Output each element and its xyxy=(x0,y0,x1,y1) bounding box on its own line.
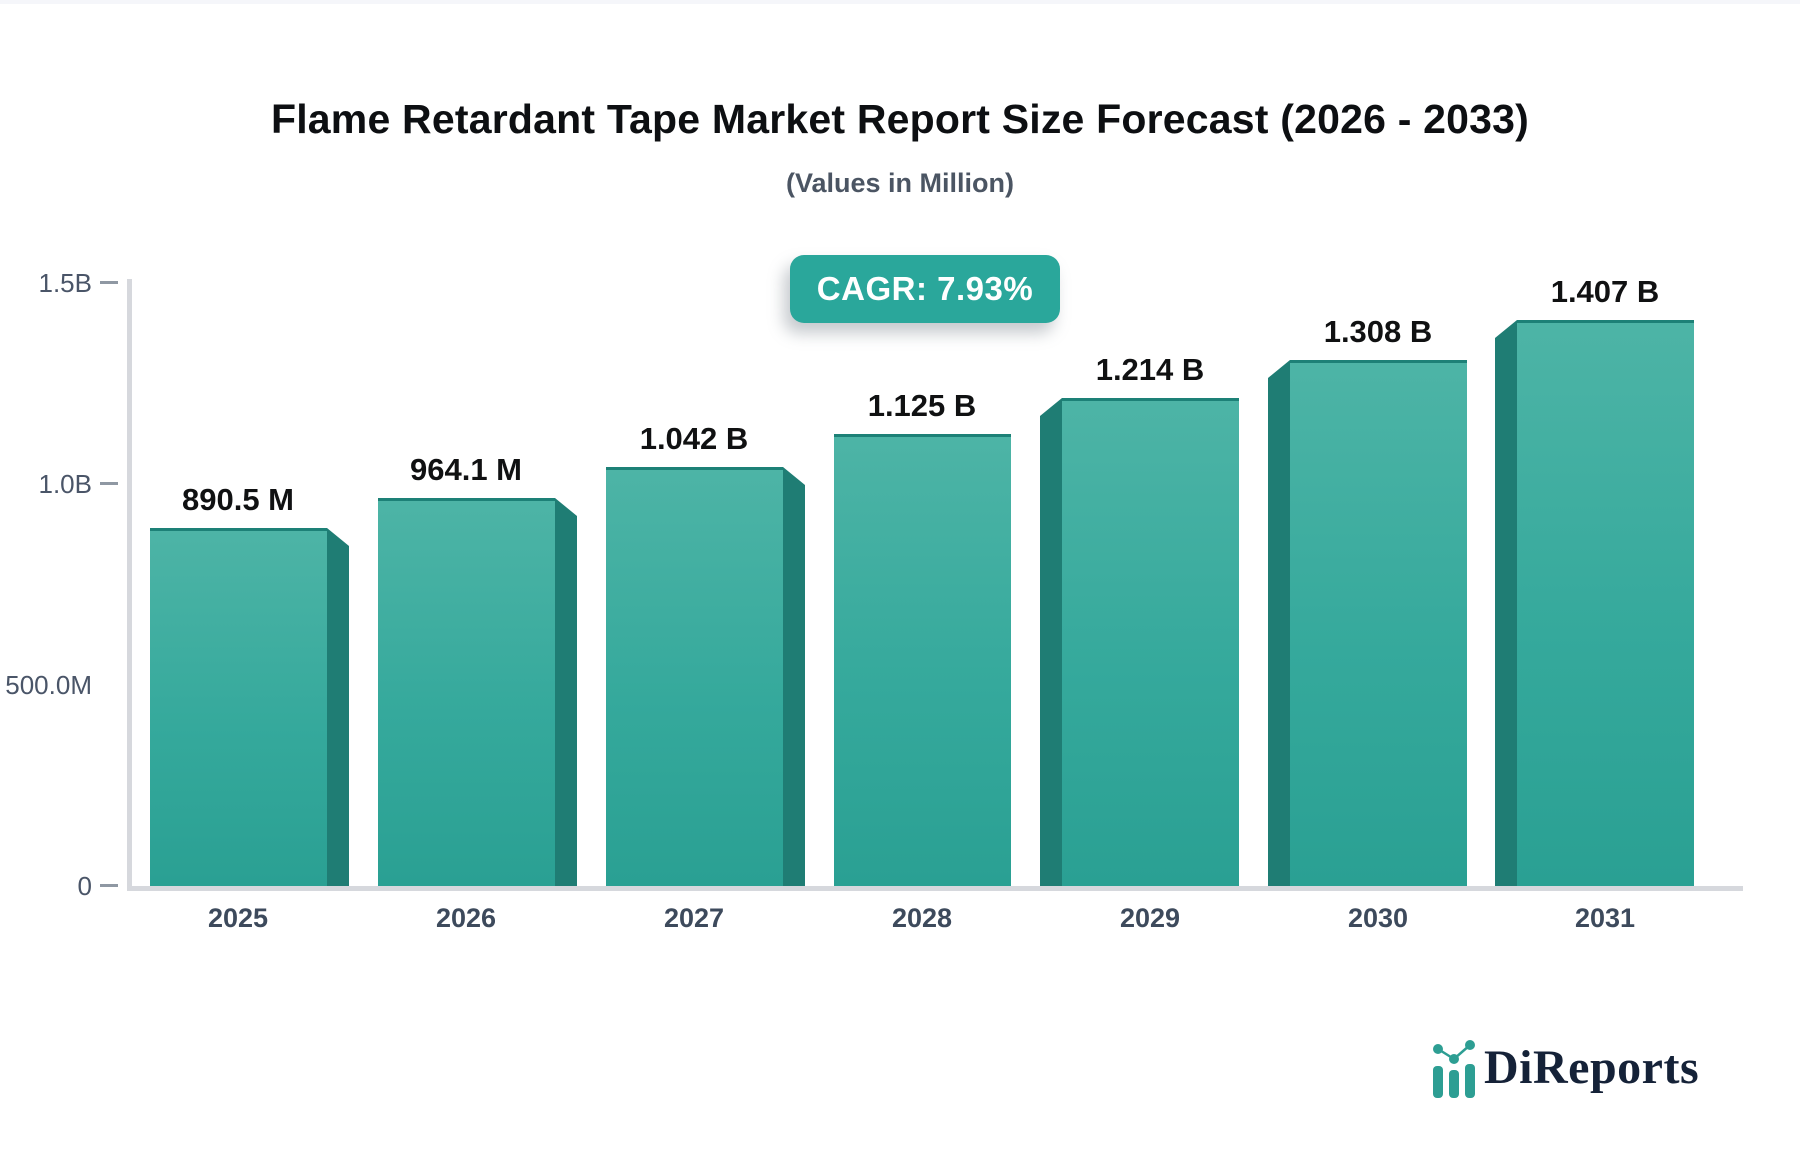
bar-2026 xyxy=(378,498,555,886)
bar-3d-side xyxy=(1495,320,1517,886)
bar-2029 xyxy=(1062,398,1239,886)
y-tick-dash xyxy=(100,884,118,887)
bar-2028 xyxy=(834,434,1011,886)
x-axis-label: 2031 xyxy=(1574,903,1636,933)
x-axis-label: 2027 xyxy=(663,903,725,933)
bar-value-label: 1.042 B xyxy=(639,421,749,456)
page-top-strip xyxy=(0,0,1800,4)
bar-2031 xyxy=(1517,320,1694,886)
x-axis-label: 2030 xyxy=(1347,903,1409,933)
y-axis-label: 1.5B xyxy=(38,268,93,298)
bar-value-label: 1.125 B xyxy=(867,388,977,423)
page-title: Flame Retardant Tape Market Report Size … xyxy=(270,96,1530,142)
y-axis-line xyxy=(127,279,132,891)
page-subtitle: (Values in Million) xyxy=(785,168,1015,198)
bar-2025 xyxy=(150,528,327,886)
y-axis-label: 1.0B xyxy=(38,469,93,499)
y-axis-label: 500.0M xyxy=(5,670,92,700)
x-axis-label: 2025 xyxy=(207,903,269,933)
bar-value-label: 890.5 M xyxy=(181,482,294,517)
bar-3d-side xyxy=(327,528,349,886)
bar-value-label: 1.407 B xyxy=(1550,274,1660,309)
brand-logo: DiReports xyxy=(1430,1036,1699,1098)
y-axis-label: 0 xyxy=(77,871,92,901)
bar-3d-side xyxy=(783,467,805,886)
bar-2027 xyxy=(606,467,783,886)
bar-3d-side xyxy=(555,498,577,886)
x-axis-label: 2028 xyxy=(891,903,953,933)
brand-logo-text: DiReports xyxy=(1484,1040,1700,1094)
bar-3d-side xyxy=(1040,398,1062,886)
bar-3d-side xyxy=(1268,360,1290,886)
x-axis-label: 2026 xyxy=(435,903,497,933)
y-tick-dash xyxy=(100,281,118,284)
bar-value-label: 964.1 M xyxy=(409,452,522,487)
cagr-badge: CAGR: 7.93% xyxy=(790,255,1060,323)
cagr-badge-label: CAGR: 7.93% xyxy=(816,270,1034,307)
y-tick-dash xyxy=(100,482,118,485)
bar-value-label: 1.214 B xyxy=(1095,352,1205,387)
x-axis-label: 2029 xyxy=(1119,903,1181,933)
bar-value-label: 1.308 B xyxy=(1323,314,1433,349)
bar-2030 xyxy=(1290,360,1467,886)
mini-bar-chart-icon xyxy=(1433,1040,1475,1098)
x-axis-line xyxy=(127,886,1743,891)
